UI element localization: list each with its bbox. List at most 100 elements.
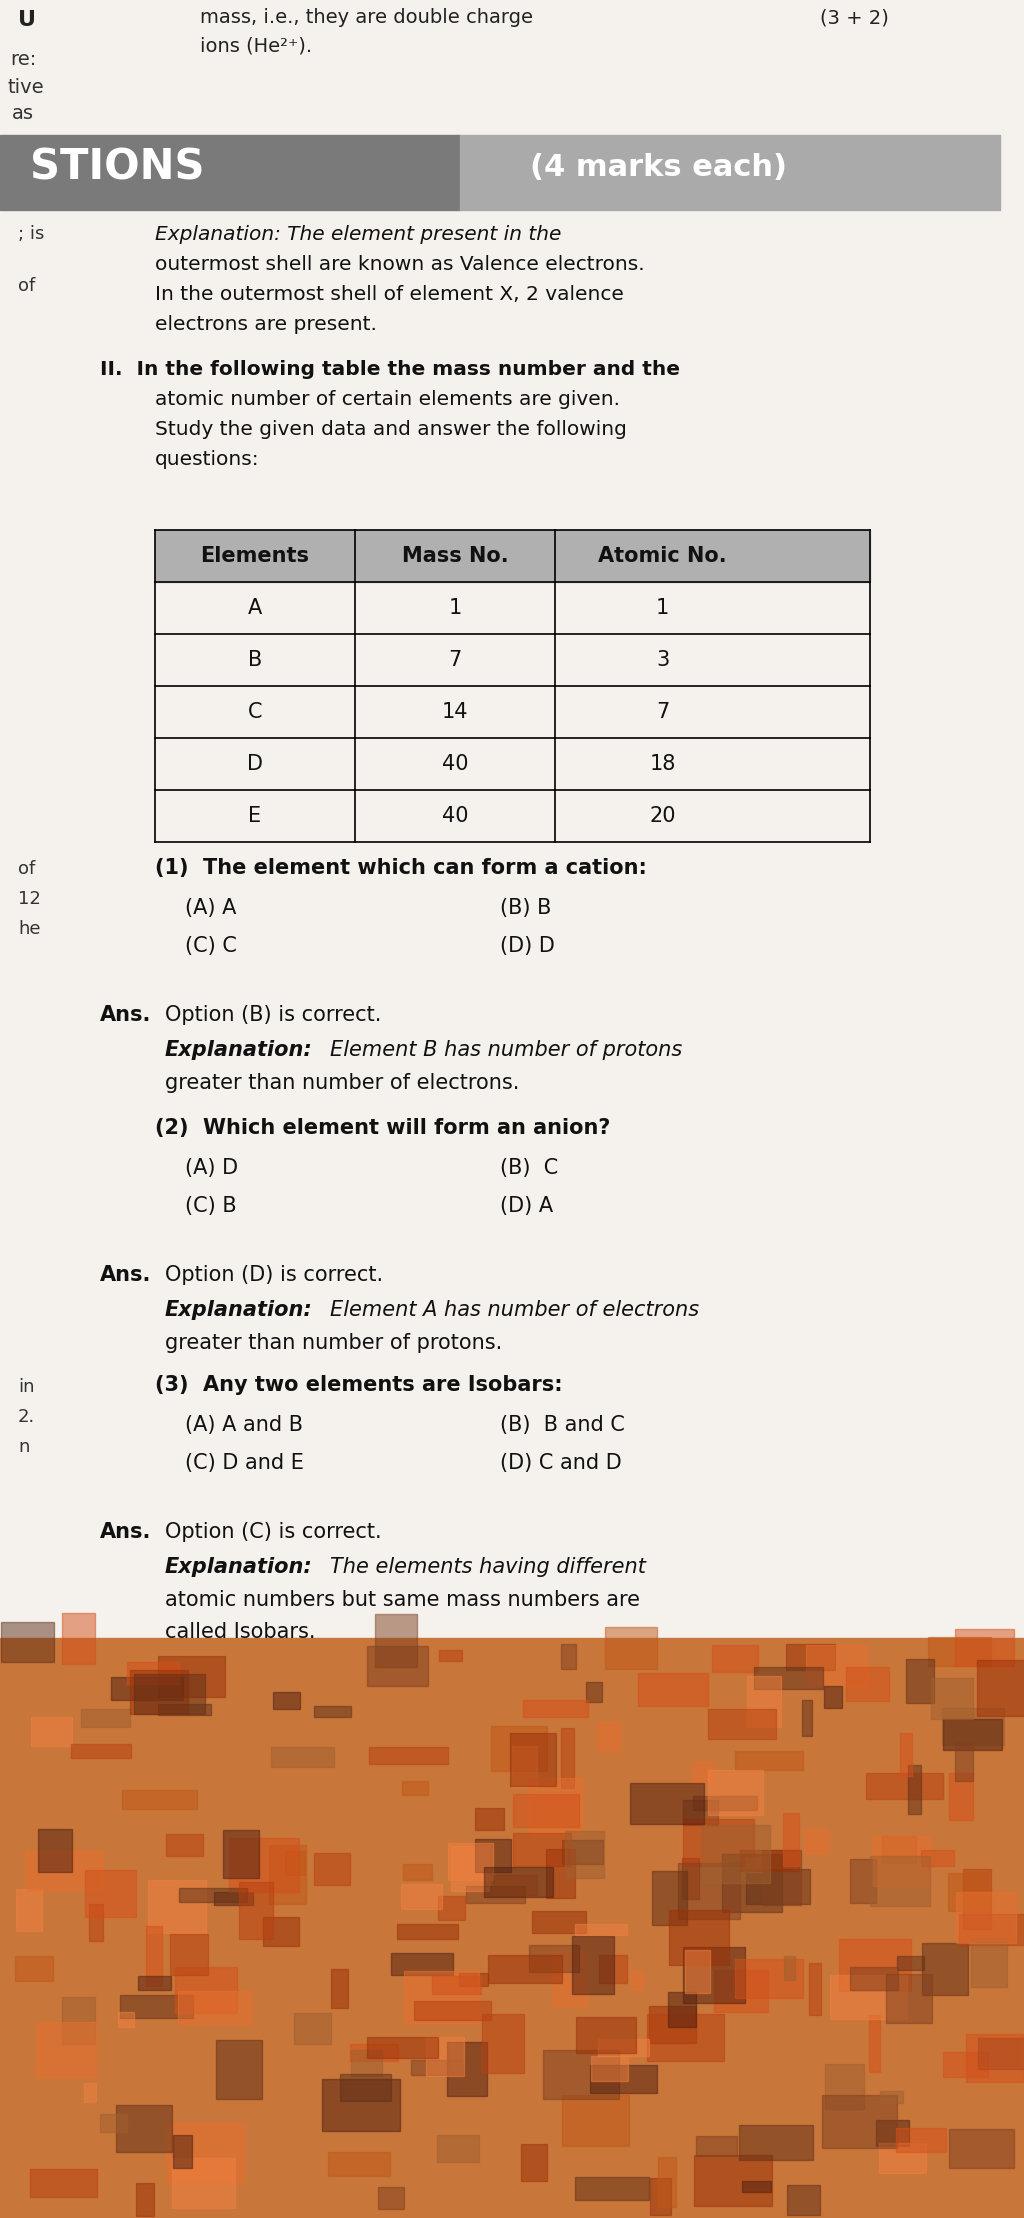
Bar bbox=[762, 1850, 802, 1905]
Text: questions:: questions: bbox=[155, 450, 260, 468]
Bar bbox=[178, 1888, 248, 1903]
Bar bbox=[521, 2143, 547, 2180]
Text: re:: re: bbox=[10, 51, 36, 69]
Text: II.  In the following table the mass number and the: II. In the following table the mass numb… bbox=[100, 359, 680, 379]
Text: Explanation:: Explanation: bbox=[165, 1557, 312, 1577]
Text: (2)  Which element will form an anion?: (2) Which element will form an anion? bbox=[155, 1118, 610, 1138]
Text: 7: 7 bbox=[656, 703, 669, 723]
Bar bbox=[745, 1870, 810, 1903]
Text: called Isobars.: called Isobars. bbox=[165, 1621, 315, 1641]
Bar bbox=[367, 1646, 428, 1686]
Text: (D) A: (D) A bbox=[500, 1196, 553, 1215]
Text: outermost shell are known as Valence electrons.: outermost shell are known as Valence ele… bbox=[155, 255, 645, 275]
Bar bbox=[528, 1779, 582, 1834]
Bar bbox=[447, 2041, 486, 2096]
Bar bbox=[170, 1934, 208, 1974]
Bar bbox=[493, 1874, 537, 1894]
Bar bbox=[971, 1939, 1007, 1987]
Text: (1)  The element which can form a cation:: (1) The element which can form a cation: bbox=[155, 858, 647, 878]
Bar bbox=[136, 2183, 155, 2216]
Text: electrons are present.: electrons are present. bbox=[155, 315, 377, 335]
Bar bbox=[696, 2136, 737, 2156]
Bar bbox=[314, 1852, 350, 1885]
Bar bbox=[748, 1677, 781, 1728]
Bar bbox=[178, 1992, 251, 2025]
Text: 12: 12 bbox=[18, 889, 41, 907]
Bar bbox=[599, 1956, 627, 1983]
Bar bbox=[26, 1852, 101, 1890]
Text: in: in bbox=[18, 1377, 35, 1395]
Bar bbox=[830, 1976, 907, 2018]
Bar bbox=[166, 1834, 204, 1856]
Bar bbox=[754, 1666, 823, 1688]
Bar bbox=[966, 2034, 1023, 2083]
Bar bbox=[340, 2074, 391, 2100]
Bar bbox=[460, 135, 1000, 211]
Bar bbox=[571, 1936, 614, 1994]
Bar bbox=[682, 1859, 699, 1899]
Bar bbox=[694, 2156, 772, 2207]
Bar bbox=[783, 1812, 799, 1865]
Text: atomic numbers but same mass numbers are: atomic numbers but same mass numbers are bbox=[165, 1590, 640, 1610]
Bar bbox=[273, 1692, 300, 1710]
Bar bbox=[214, 1892, 253, 1905]
Bar bbox=[883, 1837, 916, 1863]
Text: C: C bbox=[248, 703, 262, 723]
Text: greater than number of electrons.: greater than number of electrons. bbox=[165, 1074, 519, 1093]
Bar bbox=[783, 1956, 796, 1981]
Bar bbox=[84, 2083, 95, 2103]
Bar bbox=[122, 1790, 198, 1808]
Text: (3 + 2): (3 + 2) bbox=[820, 9, 889, 27]
Bar bbox=[575, 2178, 649, 2200]
Bar bbox=[475, 1808, 504, 1830]
Bar bbox=[561, 1644, 577, 1668]
Bar bbox=[30, 2169, 97, 2198]
Bar bbox=[402, 1781, 428, 1794]
Text: of: of bbox=[18, 861, 35, 878]
Bar bbox=[460, 1972, 488, 1985]
Bar bbox=[735, 1750, 803, 1770]
Bar bbox=[0, 1639, 1024, 2218]
Bar bbox=[683, 1801, 718, 1825]
Bar bbox=[850, 1967, 898, 1990]
Bar bbox=[840, 1939, 911, 1992]
Bar bbox=[15, 1956, 53, 1981]
Bar bbox=[869, 1856, 930, 1905]
Bar bbox=[488, 1956, 562, 1983]
Bar bbox=[16, 1890, 42, 1932]
Bar bbox=[159, 1703, 211, 1715]
Bar bbox=[403, 1863, 432, 1881]
Text: 7: 7 bbox=[449, 650, 462, 670]
Bar bbox=[553, 1952, 587, 2005]
Bar bbox=[586, 1681, 602, 1701]
Bar bbox=[391, 1952, 453, 1976]
Bar bbox=[72, 1743, 131, 1757]
Bar bbox=[447, 1843, 493, 1881]
Bar bbox=[155, 530, 870, 581]
Bar bbox=[313, 1706, 351, 1717]
Bar bbox=[145, 1925, 162, 1985]
Bar bbox=[426, 2038, 464, 2076]
Bar bbox=[240, 1883, 272, 1939]
Text: E: E bbox=[249, 805, 261, 825]
Bar bbox=[120, 1994, 194, 2018]
Bar bbox=[127, 1661, 179, 1683]
Bar bbox=[786, 2185, 820, 2216]
Bar bbox=[942, 1708, 1005, 1746]
Bar bbox=[294, 2014, 332, 2045]
Bar bbox=[955, 1628, 1014, 1666]
Bar bbox=[134, 1675, 206, 1715]
Bar bbox=[804, 1830, 828, 1854]
Bar bbox=[510, 1732, 556, 1785]
Text: D: D bbox=[247, 754, 263, 774]
Bar bbox=[734, 1958, 803, 1998]
Bar bbox=[369, 1746, 449, 1763]
Text: (C) D and E: (C) D and E bbox=[185, 1453, 304, 1473]
Text: U: U bbox=[18, 11, 36, 31]
Text: Atomic No.: Atomic No. bbox=[598, 546, 727, 566]
Bar bbox=[412, 2061, 464, 2074]
Bar bbox=[38, 1830, 72, 1872]
Text: STIONS: STIONS bbox=[30, 146, 205, 189]
Text: B: B bbox=[248, 650, 262, 670]
Text: 20: 20 bbox=[649, 805, 676, 825]
